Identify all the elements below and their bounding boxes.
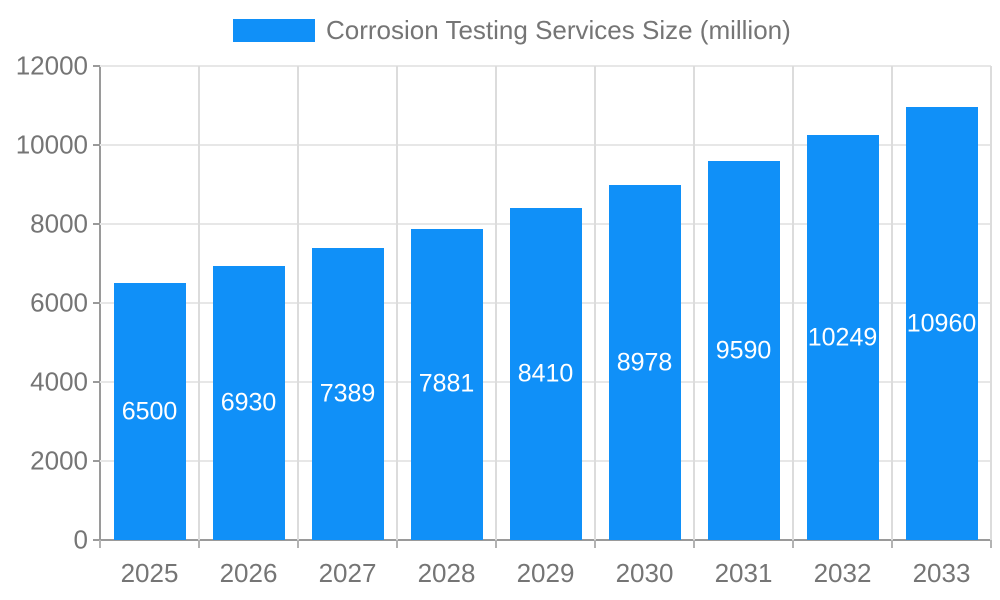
bar[interactable]: 7389 <box>311 248 384 540</box>
x-axis-line <box>93 539 991 541</box>
bar[interactable]: 8978 <box>608 185 681 540</box>
gridline-horizontal <box>100 65 991 67</box>
gridline-vertical <box>990 66 992 540</box>
gridline-vertical <box>891 66 893 540</box>
y-axis-tick <box>93 381 100 383</box>
y-axis-label: 10000 <box>15 129 88 160</box>
x-axis-label: 2028 <box>417 558 476 588</box>
x-axis-tick <box>990 540 992 548</box>
bar-value-label: 6930 <box>220 388 277 417</box>
bar[interactable]: 7881 <box>410 228 483 540</box>
y-axis-label: 8000 <box>30 208 88 239</box>
y-axis-tick <box>93 65 100 67</box>
legend-swatch-icon <box>233 19 315 42</box>
bar-value-label: 8978 <box>616 348 673 377</box>
x-axis-label: 2026 <box>219 558 278 588</box>
x-axis-label: 2025 <box>120 558 179 588</box>
y-axis-label: 0 <box>73 524 88 555</box>
x-axis-tick <box>891 540 893 548</box>
bar[interactable]: 8410 <box>509 207 582 540</box>
gridline-vertical <box>495 66 497 540</box>
gridline-vertical <box>396 66 398 540</box>
gridline-vertical <box>693 66 695 540</box>
bar[interactable]: 9590 <box>707 161 780 540</box>
gridline-vertical <box>198 66 200 540</box>
x-axis-tick <box>396 540 398 548</box>
y-axis-tick <box>93 539 100 541</box>
gridline-vertical <box>792 66 794 540</box>
plot-area: 6500 6930 7389 7881 8410 8978 9590 10249 10960 <box>100 65 992 540</box>
x-axis-label: 2029 <box>516 558 575 588</box>
x-axis-label: 2031 <box>714 558 773 588</box>
bar-value-label: 7389 <box>319 379 376 408</box>
bar[interactable]: 6930 <box>212 266 285 540</box>
bar-value-label: 8410 <box>517 359 574 388</box>
x-axis-tick <box>99 540 101 548</box>
bar-value-label: 10249 <box>807 323 878 352</box>
x-axis-tick <box>594 540 596 548</box>
bar[interactable]: 10249 <box>806 135 879 540</box>
x-axis-label: 2032 <box>813 558 872 588</box>
y-axis-label: 6000 <box>30 287 88 318</box>
bar-value-label: 9590 <box>715 336 772 365</box>
y-axis-tick <box>93 144 100 146</box>
legend[interactable]: Corrosion Testing Services Size (million… <box>233 15 791 46</box>
y-axis-tick <box>93 302 100 304</box>
y-axis-label: 4000 <box>30 366 88 397</box>
x-axis-tick <box>792 540 794 548</box>
gridline-vertical <box>594 66 596 540</box>
y-axis-label: 12000 <box>15 50 88 81</box>
bar[interactable]: 10960 <box>905 107 978 540</box>
bar-value-label: 6500 <box>121 397 178 426</box>
x-axis-tick <box>297 540 299 548</box>
bar-value-label: 7881 <box>418 369 475 398</box>
x-axis-label: 2027 <box>318 558 377 588</box>
x-axis-tick <box>495 540 497 548</box>
x-axis-label: 2033 <box>912 558 971 588</box>
bar-value-label: 10960 <box>906 309 977 338</box>
gridline-vertical <box>297 66 299 540</box>
x-axis-tick <box>693 540 695 548</box>
gridline-horizontal <box>100 144 991 146</box>
y-axis-tick <box>93 223 100 225</box>
x-axis-tick <box>198 540 200 548</box>
y-axis-tick <box>93 460 100 462</box>
bar[interactable]: 6500 <box>113 283 186 540</box>
x-axis-label: 2030 <box>615 558 674 588</box>
y-axis-label: 2000 <box>30 445 88 476</box>
legend-label: Corrosion Testing Services Size (million… <box>326 15 791 45</box>
